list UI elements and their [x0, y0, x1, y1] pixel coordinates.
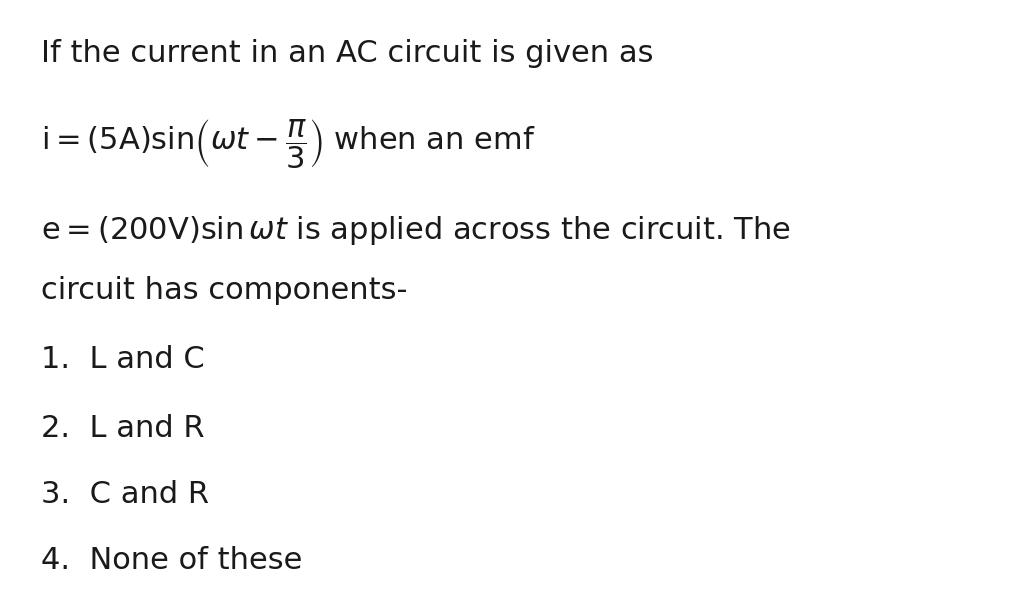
Text: 2.  L and R: 2. L and R: [41, 414, 205, 443]
Text: If the current in an AC circuit is given as: If the current in an AC circuit is given…: [41, 40, 653, 68]
Text: 1.  L and C: 1. L and C: [41, 345, 205, 374]
Text: $\mathrm{i} = (5\mathrm{A})\sin\!\left(\omega t - \dfrac{\pi}{3}\right)$ when an: $\mathrm{i} = (5\mathrm{A})\sin\!\left(\…: [41, 117, 536, 171]
Text: 4.  None of these: 4. None of these: [41, 546, 302, 574]
Text: $\mathrm{e} = (200\mathrm{V})\sin\omega t$ is applied across the circuit. The: $\mathrm{e} = (200\mathrm{V})\sin\omega …: [41, 214, 791, 247]
Text: circuit has components-: circuit has components-: [41, 276, 408, 305]
Text: 3.  C and R: 3. C and R: [41, 480, 209, 509]
